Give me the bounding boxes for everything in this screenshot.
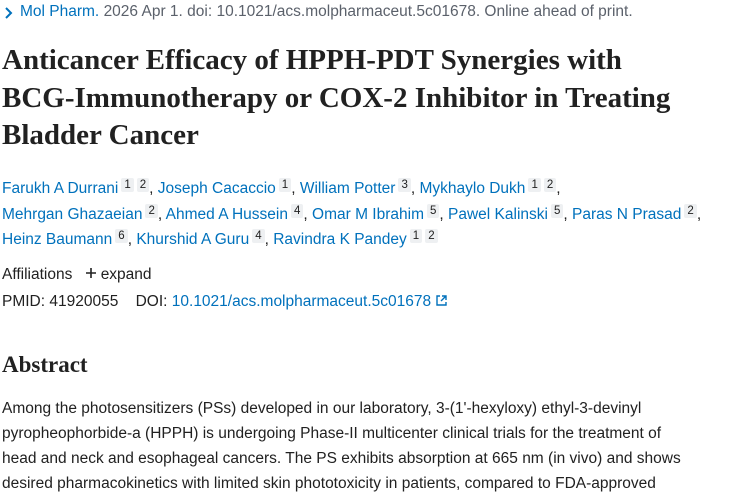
doi-link[interactable]: 10.1021/acs.molpharmaceut.5c01678 xyxy=(171,293,432,310)
citation-line: Mol Pharm. 2026 Apr 1. doi: 10.1021/acs.… xyxy=(20,3,633,21)
title-line: BCG-Immunotherapy or COX-2 Inhibitor in … xyxy=(2,81,671,114)
affiliation-ref[interactable]: 2 xyxy=(136,178,150,192)
affiliation-ref[interactable]: 1 xyxy=(409,229,423,243)
affiliation-ref[interactable]: 3 xyxy=(398,178,411,192)
title-line: Anticancer Efficacy of HPPH-PDT Synergie… xyxy=(2,44,622,76)
expand-button[interactable]: expand xyxy=(100,266,152,283)
separator: , xyxy=(127,231,133,248)
title-line: Bladder Cancer xyxy=(2,119,199,151)
author-link[interactable]: Pawel Kalinski xyxy=(448,205,548,223)
separator: , xyxy=(303,205,308,223)
affiliations-label: Affiliations xyxy=(2,266,73,283)
separator: , xyxy=(696,205,702,223)
affiliation-ref[interactable]: 1 xyxy=(528,178,541,192)
article-title: Anticancer Efficacy of HPPH-PDT Synergie… xyxy=(2,42,670,155)
plus-icon[interactable] xyxy=(85,267,97,279)
pmid: 41920055 xyxy=(49,293,119,310)
author-link[interactable]: Heinz Baumann xyxy=(2,231,113,248)
abstract-heading: Abstract xyxy=(2,352,88,377)
separator: , xyxy=(291,180,296,197)
journal-link[interactable]: Mol Pharm. xyxy=(20,3,100,20)
author-link[interactable]: Khurshid A Guru xyxy=(136,231,250,248)
abstract-line: desired pharmacokinetics with limited sk… xyxy=(2,475,656,492)
identifiers: PMID: 41920055 DOI: 10.1021/acs.molpharm… xyxy=(2,293,448,311)
affiliation-ref[interactable]: 2 xyxy=(145,203,158,218)
author-line: Mehrgan Ghazaeian 2, Ahmed A Hussein 4, Om… xyxy=(2,202,701,228)
affiliation-ref[interactable]: 4 xyxy=(291,203,304,218)
abstract-line: Among the photosensitizers (PSs) develop… xyxy=(2,400,642,417)
separator: , xyxy=(410,180,416,197)
author-link[interactable]: Omar M Ibrahim xyxy=(312,205,424,223)
author-link[interactable]: Ahmed A Hussein xyxy=(165,205,288,223)
separator: , xyxy=(149,180,154,197)
chevron-icon xyxy=(5,7,13,19)
abstract-text: Among the photosensitizers (PSs) develop… xyxy=(2,396,681,496)
separator: , xyxy=(439,205,444,223)
abstract-line: head and neck and esophageal cancers. Th… xyxy=(2,450,681,467)
author-link[interactable]: William Potter xyxy=(299,180,396,197)
author-link[interactable]: Mykhaylo Dukh xyxy=(419,180,526,197)
affiliation-ref[interactable]: 2 xyxy=(543,178,557,192)
external-link-icon[interactable] xyxy=(435,294,448,307)
author-link[interactable]: Paras N Prasad xyxy=(572,205,682,223)
affiliation-ref[interactable]: 5 xyxy=(550,203,564,218)
author-link[interactable]: Farukh A Durrani xyxy=(2,180,119,197)
author-link[interactable]: Mehrgan Ghazaeian xyxy=(2,205,143,223)
pmid-label: PMID: xyxy=(2,293,46,310)
separator: , xyxy=(157,205,163,223)
citation: 2026 Apr 1. doi: 10.1021/acs.molpharmace… xyxy=(103,3,633,20)
abstract-line: pyropheophorbide-a (HPPH) is undergoing … xyxy=(2,425,662,442)
affiliation-ref[interactable]: 1 xyxy=(121,178,134,192)
doi-label: DOI: xyxy=(135,293,168,310)
affiliation-ref[interactable]: 6 xyxy=(115,229,128,243)
affiliations-row: Affiliations expand xyxy=(2,266,152,284)
authors: Farukh A Durrani 1 2, Joseph Cacaccio 1, Wi… xyxy=(2,176,701,253)
affiliation-ref[interactable]: 2 xyxy=(425,229,438,243)
separator: , xyxy=(556,180,561,197)
affiliation-ref[interactable]: 4 xyxy=(252,229,265,243)
affiliation-ref[interactable]: 1 xyxy=(278,178,292,192)
separator: , xyxy=(264,231,269,248)
author-link[interactable]: Ravindra K Pandey xyxy=(273,231,407,248)
author-line: Farukh A Durrani 1 2, Joseph Cacaccio 1, Wi… xyxy=(2,176,701,202)
author-line: Heinz Baumann 6, Khurshid A Guru 4, Ravind… xyxy=(2,227,701,253)
separator: , xyxy=(563,205,568,223)
affiliation-ref[interactable]: 2 xyxy=(684,203,697,218)
author-link[interactable]: Joseph Cacaccio xyxy=(157,180,276,197)
affiliation-ref[interactable]: 5 xyxy=(427,203,440,218)
